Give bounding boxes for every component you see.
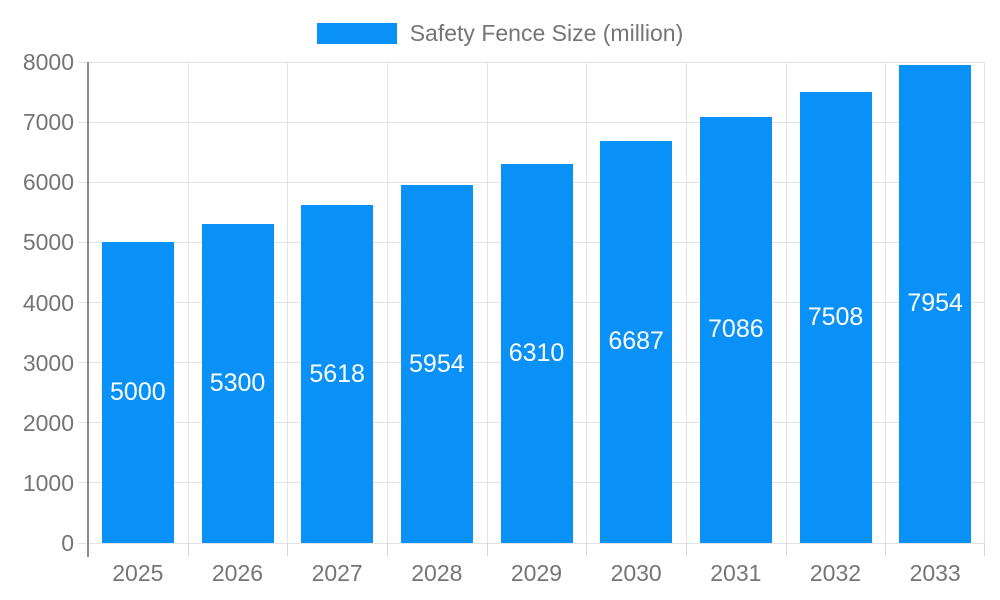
gridline-vertical [686,62,687,543]
bar[interactable]: 6687 [600,140,673,543]
bar[interactable]: 6310 [500,163,573,543]
gridline-vertical [885,62,887,543]
bar-value-label: 7954 [907,289,963,318]
y-tick-mark [78,61,88,63]
y-tick-label: 3000 [22,349,74,376]
gridline-vertical [187,62,189,543]
bar-value-label: 7086 [708,315,764,344]
gridline-vertical [387,62,388,543]
bar[interactable]: 5954 [400,185,473,543]
gridline-horizontal [88,61,985,63]
x-tick-mark [885,543,887,556]
y-tick-mark [78,542,88,544]
y-tick-mark [78,302,88,303]
x-tick-label: 2032 [809,560,862,586]
x-tick-mark [187,543,189,556]
y-tick-mark [78,422,88,424]
bar-value-label: 5618 [309,359,365,388]
x-tick-label: 2027 [311,560,363,586]
y-tick-label: 8000 [22,49,74,75]
y-tick-label: 4000 [22,289,74,316]
y-tick-mark [78,482,88,484]
bar-value-label: 6687 [608,327,664,356]
gridline-horizontal [88,121,985,123]
legend-label: Safety Fence Size (million) [409,20,684,46]
bar[interactable]: 5000 [101,242,174,543]
bar[interactable]: 7508 [799,91,872,543]
bar-value-label: 6310 [508,338,565,367]
y-tick-label: 1000 [22,469,74,496]
plot-area: 5000 5300 5618 5954 6310 6687 7086 7508 7954 [78,61,985,557]
x-tick-mark [785,543,787,556]
x-tick-label: 2031 [710,560,762,586]
y-tick-mark [78,121,88,123]
bar[interactable]: 5618 [301,205,374,543]
x-tick-label: 2033 [909,560,961,586]
bar[interactable]: 7086 [699,116,772,543]
bar-value-label: 5954 [409,349,465,378]
x-tick-mark [984,543,985,556]
x-tick-label: 2026 [211,560,264,586]
x-tick-mark [686,543,687,556]
bar[interactable]: 5300 [201,224,274,543]
y-tick-mark [78,362,88,364]
x-axis: 2025 2026 2027 2028 2029 2030 2031 2032 2033 [88,560,985,590]
bar-value-label: 5300 [209,369,266,398]
y-tick-label: 2000 [22,409,74,436]
gridline-vertical [287,62,289,543]
x-tick-mark [387,543,388,556]
x-tick-label: 2025 [112,560,164,586]
x-tick-label: 2030 [610,560,662,586]
y-tick-label: 5000 [22,229,74,256]
bar-value-label: 7508 [807,302,864,331]
x-tick-mark [586,543,588,556]
bar-value-label: 5000 [110,378,166,407]
gridline-vertical [586,62,588,543]
y-axis-line [87,62,89,557]
y-tick-mark [78,181,88,183]
x-tick-label: 2029 [510,560,563,586]
x-tick-label: 2028 [411,560,463,586]
x-tick-mark [287,543,289,556]
legend-swatch [316,23,397,44]
gridline-horizontal [88,542,985,544]
y-axis: 0 1000 2000 3000 4000 5000 6000 7000 8000 [0,51,74,555]
gridline-vertical [486,62,488,543]
gridline-vertical [984,62,985,543]
y-tick-label: 6000 [22,169,74,196]
y-tick-label: 7000 [22,109,74,136]
bar[interactable]: 7954 [899,64,972,543]
x-tick-mark [486,543,488,556]
y-tick-label: 0 [61,530,74,556]
legend-item[interactable]: Safety Fence Size (million) [0,22,1000,45]
y-tick-mark [78,241,88,243]
gridline-vertical [785,62,787,543]
